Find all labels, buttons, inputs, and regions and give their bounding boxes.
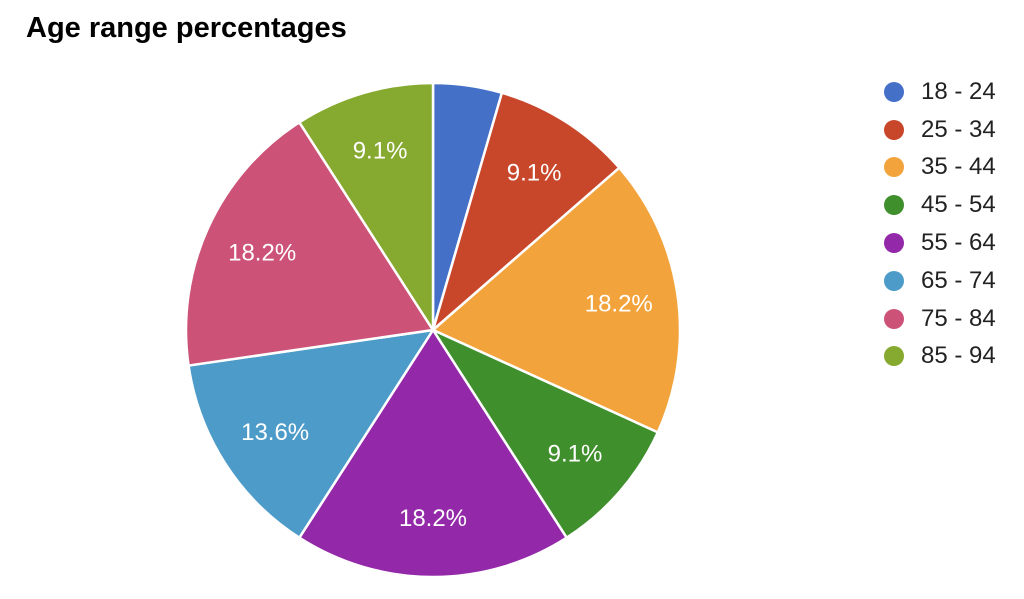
legend-label: 25 - 34	[921, 115, 996, 143]
slice-label: 9.1%	[507, 159, 562, 186]
legend-swatch-icon	[884, 195, 904, 216]
legend-item-45-54[interactable]: 45 - 54	[884, 186, 996, 224]
legend-item-55-64[interactable]: 55 - 64	[884, 224, 996, 262]
legend: 18 - 24 25 - 34 35 - 44 45 - 54 55 - 64 65 - …	[884, 73, 996, 375]
pie-slice-75-84[interactable]	[184, 121, 435, 367]
legend-item-85-94[interactable]: 85 - 94	[884, 338, 996, 376]
legend-swatch-icon	[884, 233, 904, 254]
legend-swatch-icon	[884, 119, 904, 140]
pie-slice-65-74[interactable]	[187, 328, 435, 539]
legend-label: 45 - 54	[921, 191, 996, 219]
chart-title: Age range percentages	[26, 12, 347, 44]
pie-slice-35-44[interactable]	[431, 166, 682, 434]
legend-label: 65 - 74	[921, 266, 996, 294]
legend-item-25-34[interactable]: 25 - 34	[884, 111, 996, 149]
slice-label: 18.2%	[228, 240, 296, 267]
legend-swatch-icon	[884, 270, 904, 291]
pie-slice-45-54[interactable]	[431, 328, 660, 539]
slice-label: 18.2%	[585, 290, 653, 317]
pie-slice-85-94[interactable]	[298, 81, 435, 332]
legend-swatch-icon	[884, 308, 904, 329]
pie-slice-25-34[interactable]	[431, 91, 621, 332]
legend-item-65-74[interactable]: 65 - 74	[884, 262, 996, 300]
legend-label: 35 - 44	[921, 153, 996, 181]
pie-slice-55-64[interactable]	[298, 328, 568, 579]
legend-swatch-icon	[884, 346, 904, 367]
legend-label: 55 - 64	[921, 229, 996, 257]
legend-swatch-icon	[884, 157, 904, 178]
slice-label: 9.1%	[548, 440, 603, 467]
slice-label: 13.6%	[241, 419, 309, 446]
legend-item-75-84[interactable]: 75 - 84	[884, 300, 996, 338]
legend-label: 85 - 94	[921, 342, 996, 370]
slice-label: 9.1%	[353, 137, 408, 164]
legend-swatch-icon	[884, 81, 904, 102]
legend-item-18-24[interactable]: 18 - 24	[884, 73, 996, 111]
legend-label: 18 - 24	[921, 77, 996, 105]
legend-label: 75 - 84	[921, 304, 996, 332]
legend-item-35-44[interactable]: 35 - 44	[884, 149, 996, 187]
slice-label: 18.2%	[399, 505, 467, 532]
